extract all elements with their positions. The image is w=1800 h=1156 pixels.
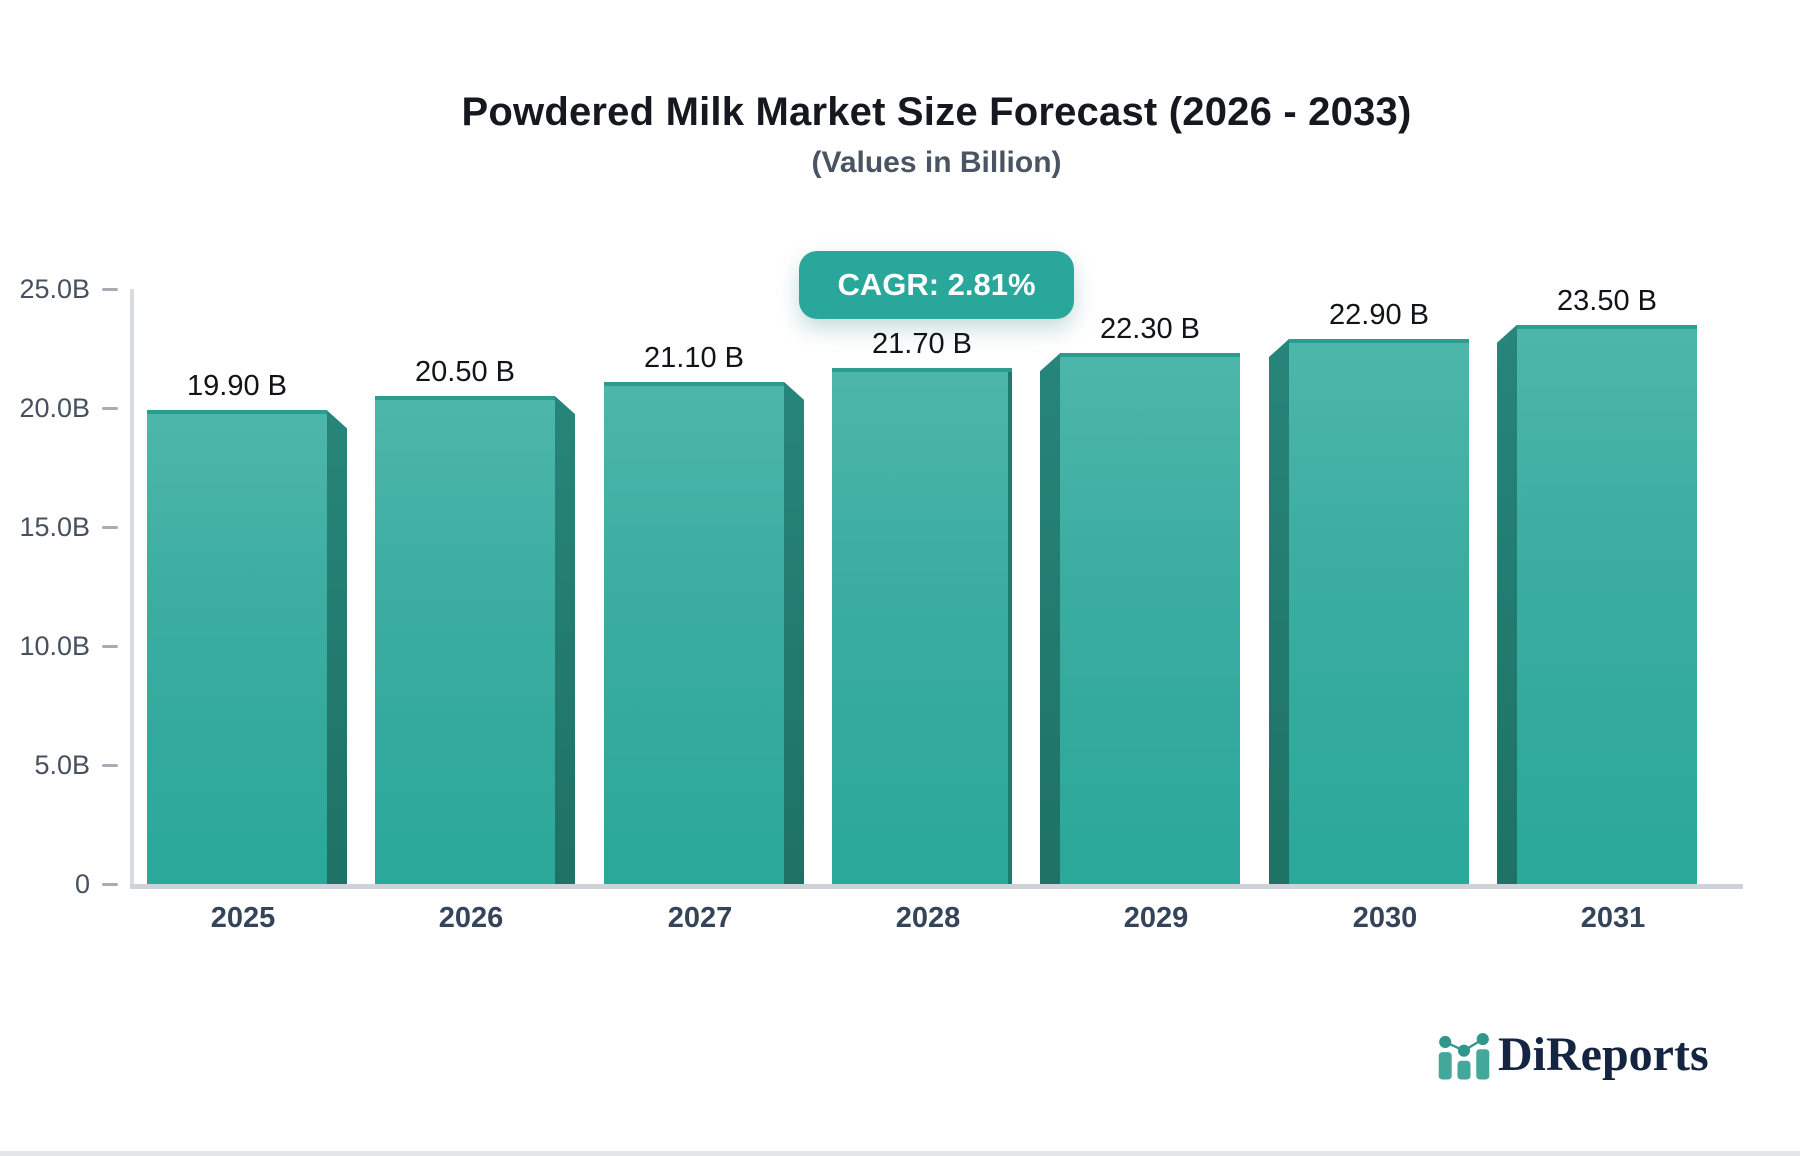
bar-value-label: 19.90 B bbox=[187, 370, 287, 403]
cagr-badge-row: CAGR: 2.81% bbox=[130, 251, 1743, 319]
x-axis-label: 2029 bbox=[1123, 902, 1189, 934]
bar-value-label: 23.50 B bbox=[1557, 284, 1657, 317]
bar-2031[interactable] bbox=[1517, 324, 1697, 884]
y-axis-tick-label: 15.0B bbox=[19, 512, 90, 542]
bar-value-label: 22.90 B bbox=[1329, 298, 1429, 331]
chart-subtitle: (Values in Billion) bbox=[811, 146, 1062, 179]
y-axis-tick-mark bbox=[102, 526, 118, 529]
y-axis-tick-mark bbox=[102, 407, 118, 410]
bar-value-label: 21.10 B bbox=[644, 341, 744, 374]
bar-3d-side bbox=[327, 410, 347, 884]
bar-2029[interactable] bbox=[1060, 353, 1240, 884]
y-axis-tick-mark bbox=[102, 883, 118, 886]
x-axis-label: 2028 bbox=[895, 902, 961, 934]
bar-2026[interactable] bbox=[375, 396, 555, 884]
bar-value-label: 20.50 B bbox=[415, 356, 515, 389]
bar-2025[interactable] bbox=[147, 410, 327, 884]
bar-2030[interactable] bbox=[1289, 338, 1469, 884]
brand-logo[interactable]: DiReports bbox=[1438, 1030, 1709, 1080]
bar-3d-side bbox=[1497, 324, 1517, 884]
y-axis-tick-mark bbox=[102, 764, 118, 767]
y-axis-tick-label: 20.0B bbox=[19, 393, 90, 423]
y-axis-tick-mark bbox=[102, 645, 118, 648]
bar-3d-side bbox=[1269, 338, 1289, 884]
chart-title: Powdered Milk Market Size Forecast (2026… bbox=[461, 90, 1412, 134]
y-axis-tick-label: 5.0B bbox=[34, 750, 90, 780]
bar-value-label: 21.70 B bbox=[872, 327, 972, 360]
y-axis-tick-label: 25.0B bbox=[19, 274, 90, 304]
y-axis-tick-label: 0 bbox=[74, 869, 90, 899]
y-axis-tick-label: 10.0B bbox=[19, 631, 90, 661]
brand-name: DiReports bbox=[1498, 1028, 1709, 1081]
bar-3d-side bbox=[784, 381, 804, 884]
bar-2028[interactable] bbox=[832, 367, 1012, 884]
y-axis-line bbox=[130, 289, 134, 884]
bar-value-label: 22.30 B bbox=[1100, 313, 1200, 346]
x-axis-label: 2025 bbox=[210, 902, 276, 934]
y-axis-tick-mark bbox=[102, 288, 118, 291]
x-axis-label: 2031 bbox=[1580, 902, 1646, 934]
x-axis-baseline bbox=[130, 884, 1743, 889]
bar-3d-side bbox=[1040, 353, 1060, 884]
x-axis-label: 2030 bbox=[1352, 902, 1418, 934]
bar-line-chart-icon bbox=[1438, 1033, 1490, 1080]
cagr-badge: CAGR: 2.81% bbox=[799, 251, 1074, 319]
bar-3d-edge bbox=[1008, 371, 1012, 884]
bar-3d-side bbox=[555, 396, 575, 884]
x-axis-label: 2026 bbox=[438, 902, 504, 934]
x-axis-label: 2027 bbox=[667, 902, 733, 934]
bar-2027[interactable] bbox=[604, 381, 784, 884]
